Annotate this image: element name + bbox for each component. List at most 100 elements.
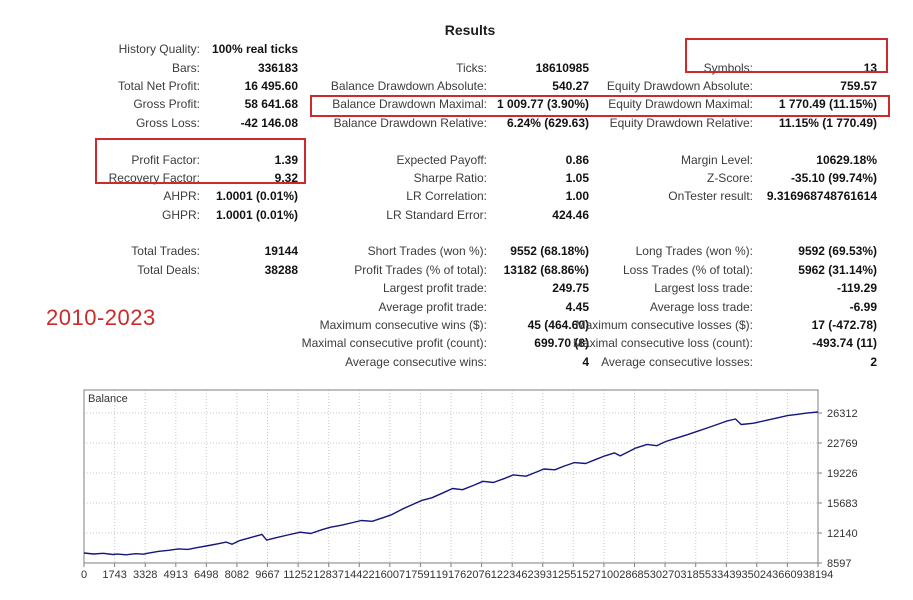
stat-value: 5962 (31.14%) (798, 262, 877, 277)
stat-row (20, 353, 298, 371)
stat-row (540, 132, 877, 150)
stat-row (540, 40, 877, 58)
svg-text:16007: 16007 (375, 569, 406, 581)
svg-text:14422: 14422 (344, 569, 375, 581)
stat-label: Equity Drawdown Relative: (609, 115, 753, 130)
stat-label: GHPR: (161, 207, 200, 222)
stat-value: 9592 (69.53%) (798, 244, 877, 259)
stat-label: Symbols: (703, 60, 753, 75)
svg-text:30270: 30270 (650, 569, 681, 581)
svg-text:25515: 25515 (558, 569, 589, 581)
stat-value: 4.45 (565, 299, 589, 314)
stat-value: 1.0001 (0.01%) (215, 207, 298, 222)
stat-row: Sharpe Ratio: 1.05 (300, 169, 589, 187)
stat-row: Total Trades: 19144 (20, 242, 298, 260)
stat-value: 9.32 (274, 170, 298, 185)
stat-label: Margin Level: (680, 152, 753, 167)
stat-row: Gross Loss: -42 146.08 (20, 114, 298, 132)
stat-row: Gross Profit: 58 641.68 (20, 95, 298, 113)
stat-value: 45 (464.60) (527, 318, 589, 333)
svg-text:26312: 26312 (827, 408, 858, 420)
stat-value: 19144 (264, 244, 298, 259)
stat-row: Equity Drawdown Absolute: 759.57 (540, 77, 877, 95)
svg-text:4913: 4913 (164, 569, 188, 581)
stat-value: -6.99 (849, 299, 877, 314)
stat-row: Margin Level: 10629.18% (540, 150, 877, 168)
svg-text:31855: 31855 (680, 569, 711, 581)
stat-value: 249.75 (552, 281, 589, 296)
svg-text:8597: 8597 (827, 558, 851, 570)
stat-value: 1.00 (565, 189, 589, 204)
stat-row: Total Deals: 38288 (20, 261, 298, 279)
svg-text:19226: 19226 (827, 468, 858, 480)
stat-row: Ticks: 18610985 (300, 58, 589, 76)
chart-axis-ticks (83, 412, 822, 567)
stat-value: 4 (582, 354, 589, 369)
svg-text:27100: 27100 (589, 569, 620, 581)
stat-row: Balance Drawdown Relative: 6.24% (629.63) (300, 114, 589, 132)
stat-row: Maximum consecutive wins ($): 45 (464.60) (300, 316, 589, 334)
stat-label: Largest profit trade: (382, 281, 487, 296)
stat-label: Largest loss trade: (654, 281, 753, 296)
stat-row (540, 206, 877, 224)
stat-row: Average loss trade: -6.99 (540, 297, 877, 315)
svg-text:9667: 9667 (255, 569, 279, 581)
stat-row: Balance Drawdown Absolute: 540.27 (300, 77, 589, 95)
stat-row: Expected Payoff: 0.86 (300, 150, 589, 168)
stat-value: 1.05 (565, 170, 589, 185)
stat-label: Equity Drawdown Maximal: (608, 97, 753, 112)
stat-label: Sharpe Ratio: (413, 170, 487, 185)
stat-label: Ticks: (456, 60, 487, 75)
stat-label: Total Deals: (137, 262, 200, 277)
stat-row: AHPR: 1.0001 (0.01%) (20, 187, 298, 205)
stat-label: Maximal consecutive profit (count): (301, 336, 487, 351)
stat-label: Loss Trades (% of total): (622, 262, 753, 277)
stat-value: 18610985 (535, 60, 589, 75)
stat-value: 2 (870, 354, 877, 369)
stat-row: History Quality: 100% real ticks (20, 40, 298, 58)
stat-row: Recovery Factor: 9.32 (20, 169, 298, 187)
stat-value: 6.24% (629.63) (506, 115, 589, 130)
stat-row (20, 334, 298, 352)
svg-text:12837: 12837 (313, 569, 344, 581)
stat-value: 10629.18% (816, 152, 877, 167)
svg-text:33439: 33439 (711, 569, 742, 581)
stat-value: 424.46 (552, 207, 589, 222)
stat-value: 9552 (68.18%) (510, 244, 589, 259)
svg-text:35024: 35024 (742, 569, 773, 581)
stat-label: Total Trades: (131, 244, 200, 259)
stat-row: Average consecutive losses: 2 (540, 353, 877, 371)
svg-text:19176: 19176 (436, 569, 467, 581)
svg-text:1743: 1743 (102, 569, 126, 581)
svg-text:0: 0 (81, 569, 87, 581)
stat-label: Z-Score: (706, 170, 753, 185)
stat-value: 336183 (257, 60, 298, 75)
svg-text:15683: 15683 (827, 498, 858, 510)
stat-label: Maximal consecutive loss (count): (572, 336, 753, 351)
stat-row: Bars: 336183 (20, 58, 298, 76)
page-title: Results (444, 22, 496, 38)
stat-row: Maximal consecutive loss (count): -493.74… (540, 334, 877, 352)
svg-text:3328: 3328 (133, 569, 157, 581)
stat-label: Maximum consecutive wins ($): (319, 318, 487, 333)
svg-text:23931: 23931 (528, 569, 559, 581)
svg-text:22346: 22346 (497, 569, 528, 581)
stat-value: 13 (863, 60, 877, 75)
stat-row (20, 132, 298, 150)
stat-value: -35.10 (99.74%) (790, 170, 877, 185)
stat-label: Short Trades (won %): (367, 244, 487, 259)
stat-label: LR Standard Error: (386, 207, 487, 222)
chart-grid (84, 390, 818, 563)
stat-row: Largest profit trade: 249.75 (300, 279, 589, 297)
balance-series-label: Balance (88, 393, 128, 405)
stat-row: Long Trades (won %): 9592 (69.53%) (540, 242, 877, 260)
stat-label: Bars: (171, 60, 200, 75)
stat-value: 17 (-472.78) (811, 318, 877, 333)
stat-value: 1.0001 (0.01%) (215, 189, 298, 204)
stat-row (20, 279, 298, 297)
stat-row: Equity Drawdown Maximal: 1 770.49 (11.15%… (540, 95, 877, 113)
svg-text:22769: 22769 (827, 438, 858, 450)
stat-label: History Quality: (118, 42, 200, 57)
stat-value: 13182 (68.86%) (503, 262, 589, 277)
balance-line (83, 411, 819, 556)
